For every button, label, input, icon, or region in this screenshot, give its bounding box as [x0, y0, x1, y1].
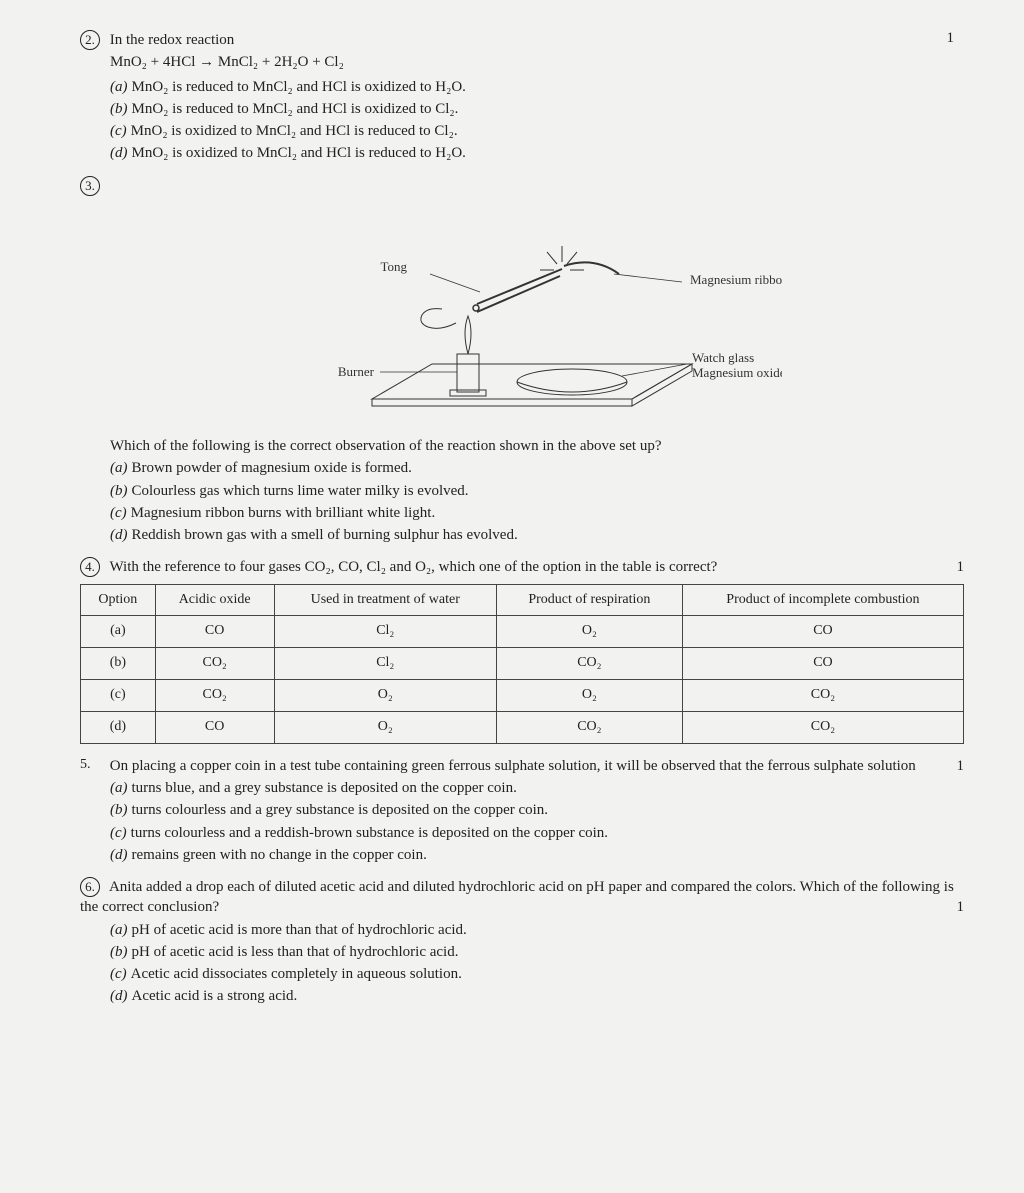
q2-opt-b: MnO₂ is reduced to MnCl₂ and HCl is oxid…: [132, 101, 459, 117]
q3-diagram: Tong Burner Magnesium ribbon Watch glass…: [80, 204, 964, 430]
table-row: (d)COO₂CO₂CO₂: [81, 712, 964, 744]
th-incomp: Product of incomplete combustion: [682, 584, 963, 616]
opt-label: (d): [110, 847, 128, 863]
qnum-4: 4.: [80, 557, 100, 577]
q6-opt-b: pH of acetic acid is less than that of h…: [132, 944, 459, 960]
opt-label: (b): [110, 802, 128, 818]
qnum-6: 6.: [80, 877, 100, 897]
label-oxide: Magnesium oxide: [692, 365, 782, 380]
opt-label: (c): [110, 123, 127, 139]
q3-opt-c: Magnesium ribbon burns with brilliant wh…: [131, 505, 436, 521]
th-acidic: Acidic oxide: [155, 584, 274, 616]
opt-label: (a): [110, 460, 128, 476]
qnum-5: 5.: [80, 756, 100, 775]
table-row: (c)CO₂O₂O₂CO₂: [81, 680, 964, 712]
label-watch: Watch glass: [692, 350, 754, 365]
opt-label: (d): [110, 145, 128, 161]
q3-opt-b: Colourless gas which turns lime water mi…: [132, 483, 469, 499]
q6-opt-a: pH of acetic acid is more than that of h…: [132, 922, 467, 938]
th-water: Used in treatment of water: [274, 584, 496, 616]
q5-opt-d: remains green with no change in the copp…: [132, 847, 427, 863]
q6-marks: 1: [957, 897, 965, 917]
q6-opt-c: Acetic acid dissociates completely in aq…: [131, 966, 462, 982]
qnum-2: 2.: [80, 30, 100, 50]
opt-label: (c): [110, 966, 127, 982]
q3-opt-d: Reddish brown gas with a smell of burnin…: [132, 527, 518, 543]
label-tong: Tong: [380, 259, 407, 274]
q3-opt-a: Brown powder of magnesium oxide is forme…: [132, 460, 412, 476]
question-4: 4. With the reference to four gases CO₂,…: [80, 557, 964, 744]
page-number: 1: [947, 28, 955, 48]
opt-label: (b): [110, 483, 128, 499]
q3-stem: Which of the following is the correct ob…: [80, 436, 964, 456]
q2-opt-c: MnO₂ is oxidized to MnCl₂ and HCl is red…: [131, 123, 458, 139]
opt-label: (a): [110, 79, 128, 95]
q5-marks: 1: [957, 756, 965, 776]
question-6: 6. Anita added a drop each of diluted ac…: [80, 877, 964, 1007]
q2-options: (a)MnO₂ is reduced to MnCl₂ and HCl is o…: [80, 77, 964, 164]
question-3: 3.: [80, 176, 964, 546]
table-row: (a)COCl₂O₂CO: [81, 616, 964, 648]
opt-label: (b): [110, 101, 128, 117]
opt-label: (a): [110, 780, 128, 796]
q2-stem: In the redox reaction: [110, 32, 235, 48]
table-row: (b)CO₂Cl₂CO₂CO: [81, 648, 964, 680]
question-5: 5. On placing a copper coin in a test tu…: [80, 756, 964, 865]
q4-marks: 1: [957, 557, 965, 577]
q2-equation: MnO₂ + 4HCl → MnCl₂ + 2H₂O + Cl₂: [80, 52, 964, 72]
q5-options: (a)turns blue, and a grey substance is d…: [80, 778, 964, 865]
opt-label: (c): [110, 825, 127, 841]
q6-opt-d: Acetic acid is a strong acid.: [132, 988, 298, 1004]
question-2: 2. In the redox reaction MnO₂ + 4HCl → M…: [80, 30, 964, 164]
q6-stem: Anita added a drop each of diluted aceti…: [80, 879, 954, 915]
opt-label: (a): [110, 922, 128, 938]
label-ribbon: Magnesium ribbon: [690, 272, 782, 287]
q5-opt-a: turns blue, and a grey substance is depo…: [132, 780, 517, 796]
opt-label: (c): [110, 505, 127, 521]
q5-opt-c: turns colourless and a reddish-brown sub…: [131, 825, 608, 841]
th-resp: Product of respiration: [496, 584, 682, 616]
th-option: Option: [81, 584, 156, 616]
opt-label: (d): [110, 527, 128, 543]
opt-label: (b): [110, 944, 128, 960]
opt-label: (d): [110, 988, 128, 1004]
q2-opt-a: MnO₂ is reduced to MnCl₂ and HCl is oxid…: [132, 79, 466, 95]
q5-opt-b: turns colourless and a grey substance is…: [132, 802, 549, 818]
table-header-row: Option Acidic oxide Used in treatment of…: [81, 584, 964, 616]
label-burner: Burner: [338, 364, 375, 379]
q3-options: (a)Brown powder of magnesium oxide is fo…: [80, 458, 964, 545]
q4-stem: With the reference to four gases CO₂, CO…: [109, 559, 717, 575]
q4-table: Option Acidic oxide Used in treatment of…: [80, 584, 964, 744]
q2-opt-d: MnO₂ is oxidized to MnCl₂ and HCl is red…: [132, 145, 466, 161]
q6-options: (a)pH of acetic acid is more than that o…: [80, 920, 964, 1007]
q5-stem: On placing a copper coin in a test tube …: [110, 758, 916, 774]
qnum-3: 3.: [80, 176, 100, 196]
